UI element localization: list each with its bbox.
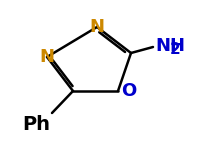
- Text: N: N: [89, 18, 104, 36]
- Text: O: O: [120, 82, 136, 100]
- Text: NH: NH: [154, 37, 184, 55]
- Text: Ph: Ph: [22, 115, 50, 134]
- Text: N: N: [39, 48, 54, 66]
- Text: 2: 2: [169, 41, 180, 56]
